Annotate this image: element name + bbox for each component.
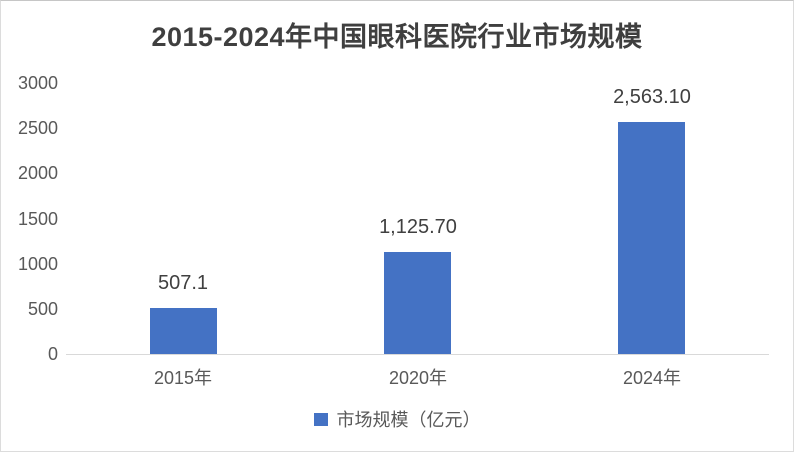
x-axis-tick-label: 2015年 [153,368,213,388]
y-axis-tick-label: 0 [47,344,58,364]
bar [384,252,451,354]
x-axis-tick-label: 2024年 [622,368,682,388]
y-axis-tick-label: 2000 [17,163,58,184]
chart-title: 2015-2024年中国眼科医院行业市场规模 [151,22,643,52]
bar [150,308,217,354]
bar-value-label: 2,563.10 [613,86,691,108]
bar-value-label: 507.1 [157,272,209,294]
x-axis-tick-label: 2020年 [388,368,448,388]
bar [618,122,685,354]
y-axis-tick-label: 500 [27,298,58,319]
bar-value-label: 1,125.70 [379,216,457,238]
y-axis-tick-label: 1000 [17,253,58,274]
y-axis-tick-label: 3000 [17,73,58,93]
x-axis-line [66,354,769,355]
legend-label: 市场规模（亿元） [336,410,481,430]
legend-swatch [313,412,328,426]
y-axis-tick-label: 1500 [17,208,58,229]
y-axis-tick-label: 2500 [17,118,58,139]
legend: 市场规模（亿元） [1,407,793,431]
